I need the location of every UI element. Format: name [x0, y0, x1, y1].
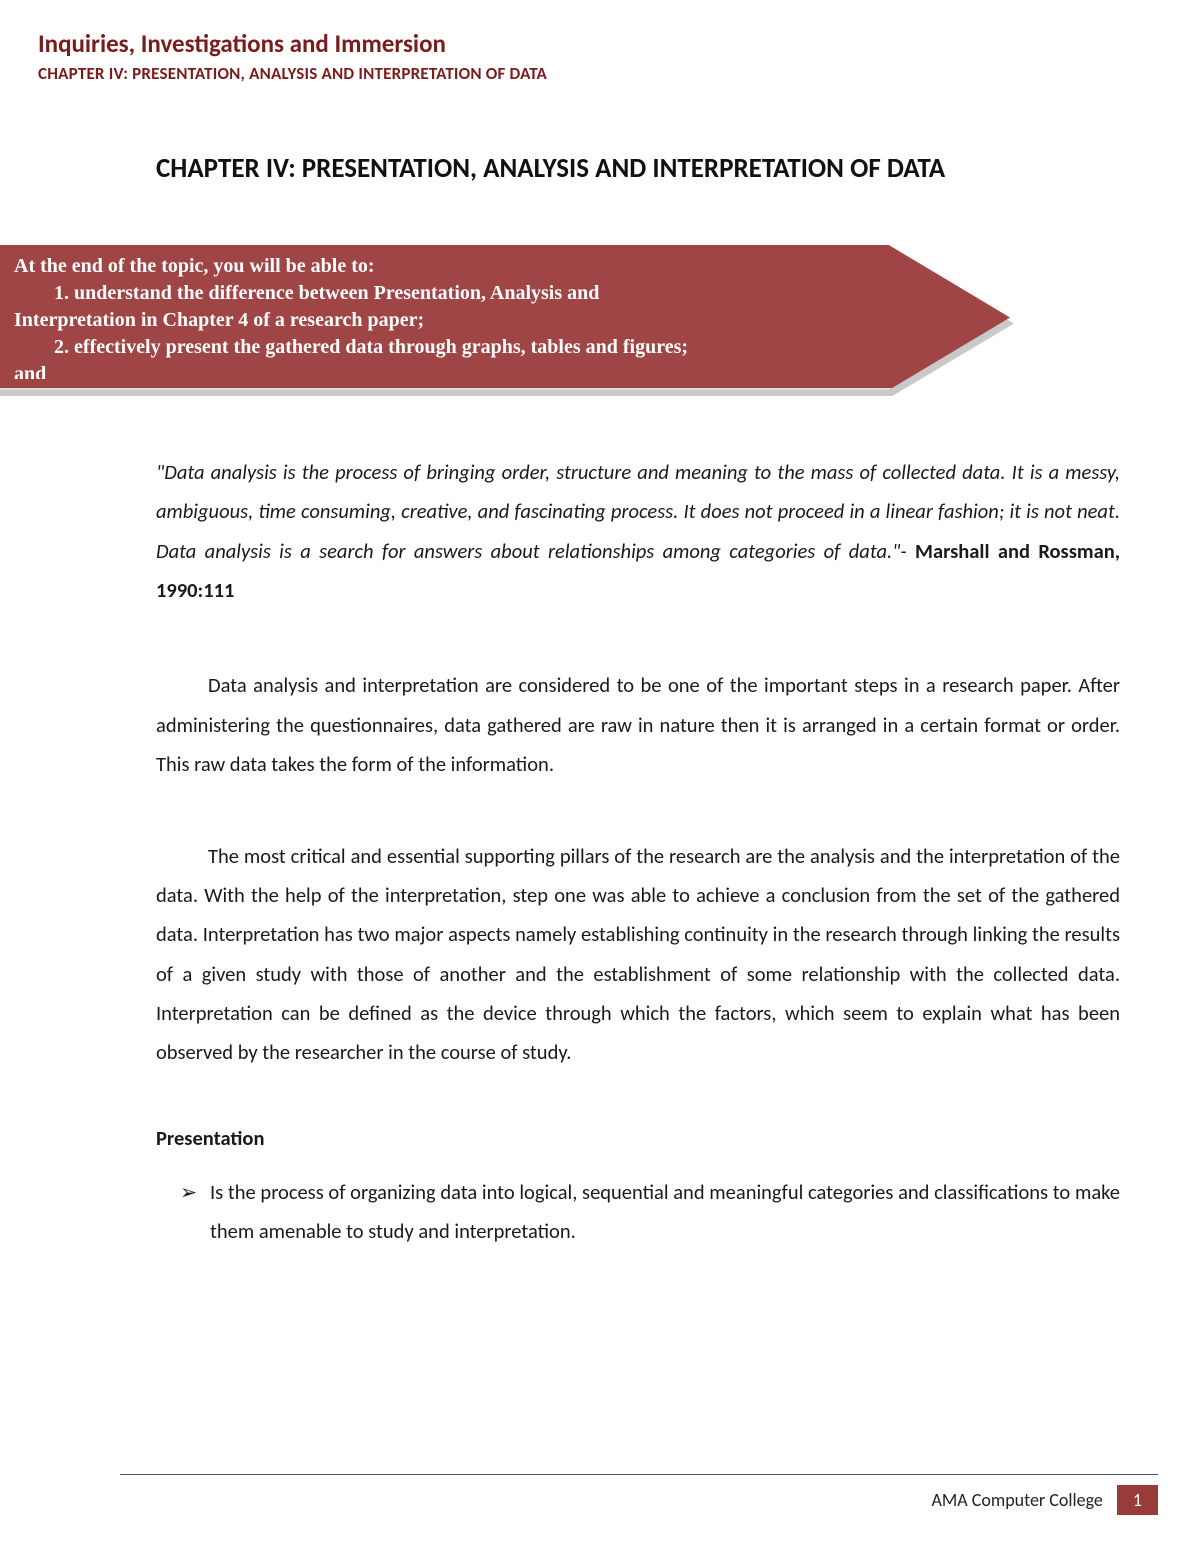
- presentation-bullet-text: Is the process of organizing data into l…: [210, 1173, 1120, 1252]
- objectives-banner: At the end of the topic, you will be abl…: [0, 245, 1010, 395]
- objective-2a: 2. effectively present the gathered data…: [14, 334, 774, 361]
- paragraph-2: The most critical and essential supporti…: [156, 837, 1120, 1073]
- opening-quote: "Data analysis is the process of bringin…: [156, 453, 1120, 610]
- course-title: Inquiries, Investigations and Immersion: [38, 28, 1162, 59]
- page-number: 1: [1117, 1485, 1158, 1515]
- content-area: "Data analysis is the process of bringin…: [156, 453, 1120, 1251]
- objectives-text: At the end of the topic, you will be abl…: [14, 253, 774, 379]
- footer-line: AMA Computer College 1: [120, 1485, 1158, 1515]
- chapter-heading: CHAPTER IV: PRESENTATION, ANALYSIS AND I…: [156, 152, 1162, 185]
- page: Inquiries, Investigations and Immersion …: [0, 0, 1200, 1553]
- footer-rule: [120, 1474, 1158, 1475]
- objective-1b: Interpretation in Chapter 4 of a researc…: [14, 307, 774, 334]
- presentation-bullet: ➢ Is the process of organizing data into…: [180, 1173, 1120, 1252]
- arrow-bullet-icon: ➢: [180, 1173, 210, 1252]
- presentation-heading: Presentation: [156, 1125, 1120, 1151]
- objectives-lead: At the end of the topic, you will be abl…: [14, 253, 774, 280]
- page-footer: AMA Computer College 1: [120, 1474, 1158, 1515]
- paragraph-1: Data analysis and interpretation are con…: [156, 666, 1120, 784]
- chapter-subtitle: CHAPTER IV: PRESENTATION, ANALYSIS AND I…: [38, 63, 1162, 84]
- objective-2b: and: [14, 361, 774, 379]
- footer-college: AMA Computer College: [917, 1485, 1116, 1515]
- objective-1a: 1. understand the difference between Pre…: [14, 280, 774, 307]
